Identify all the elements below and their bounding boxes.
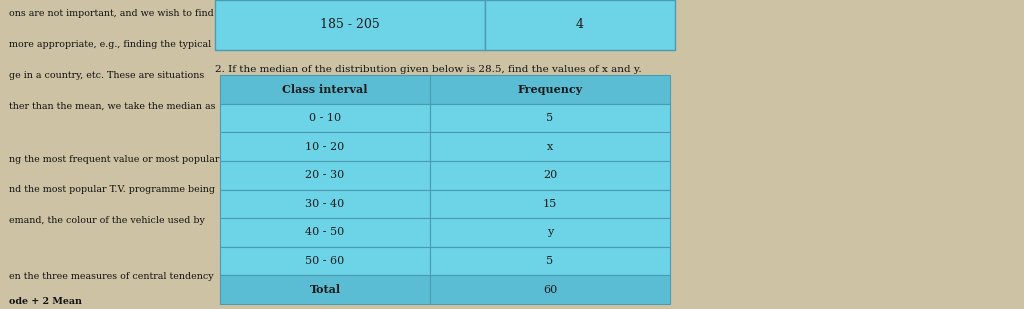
- Text: en the three measures of central tendency: en the three measures of central tendenc…: [8, 272, 213, 281]
- Bar: [220, 247, 430, 275]
- Bar: [215, 0, 485, 50]
- Text: 0 - 10: 0 - 10: [309, 113, 341, 123]
- Text: Frequency: Frequency: [517, 84, 583, 95]
- Text: Class interval: Class interval: [283, 84, 368, 95]
- Bar: [220, 75, 430, 104]
- Text: nd the most popular T.V. programme being: nd the most popular T.V. programme being: [8, 185, 215, 194]
- Text: ode + 2 Mean: ode + 2 Mean: [8, 297, 82, 306]
- Text: 20: 20: [543, 170, 557, 180]
- Text: y: y: [547, 227, 553, 237]
- Text: ng the most frequent value or most popular: ng the most frequent value or most popul…: [8, 154, 219, 163]
- Bar: [430, 104, 670, 132]
- Text: emand, the colour of the vehicle used by: emand, the colour of the vehicle used by: [8, 216, 205, 225]
- Text: 10 - 20: 10 - 20: [305, 142, 345, 151]
- Bar: [430, 247, 670, 275]
- Bar: [220, 275, 430, 304]
- Bar: [430, 161, 670, 189]
- Bar: [430, 132, 670, 161]
- Text: 5: 5: [547, 256, 554, 266]
- Text: 20 - 30: 20 - 30: [305, 170, 345, 180]
- Bar: [220, 104, 430, 132]
- Text: 185 - 205: 185 - 205: [321, 19, 380, 32]
- Text: 4: 4: [575, 19, 584, 32]
- Text: ons are not important, and we wish to find: ons are not important, and we wish to fi…: [8, 9, 213, 18]
- Bar: [430, 218, 670, 247]
- Bar: [220, 161, 430, 189]
- Text: 30 - 40: 30 - 40: [305, 199, 345, 209]
- Text: ge in a country, etc. These are situations: ge in a country, etc. These are situatio…: [8, 71, 204, 80]
- Text: x: x: [547, 142, 553, 151]
- Bar: [220, 189, 430, 218]
- Bar: [220, 218, 430, 247]
- Bar: [220, 132, 430, 161]
- Text: Total: Total: [309, 284, 341, 295]
- Text: 15: 15: [543, 199, 557, 209]
- Text: 50 - 60: 50 - 60: [305, 256, 345, 266]
- Text: more appropriate, e.g., finding the typical: more appropriate, e.g., finding the typi…: [8, 40, 211, 49]
- Bar: [430, 75, 670, 104]
- Text: 60: 60: [543, 285, 557, 295]
- Bar: [430, 189, 670, 218]
- Bar: [430, 275, 670, 304]
- Text: 2. If the median of the distribution given below is 28.5, find the values of x a: 2. If the median of the distribution giv…: [215, 65, 642, 74]
- Text: ther than the mean, we take the median as: ther than the mean, we take the median a…: [8, 102, 215, 111]
- Text: 5: 5: [547, 113, 554, 123]
- Text: 40 - 50: 40 - 50: [305, 227, 345, 237]
- Bar: [485, 0, 675, 50]
